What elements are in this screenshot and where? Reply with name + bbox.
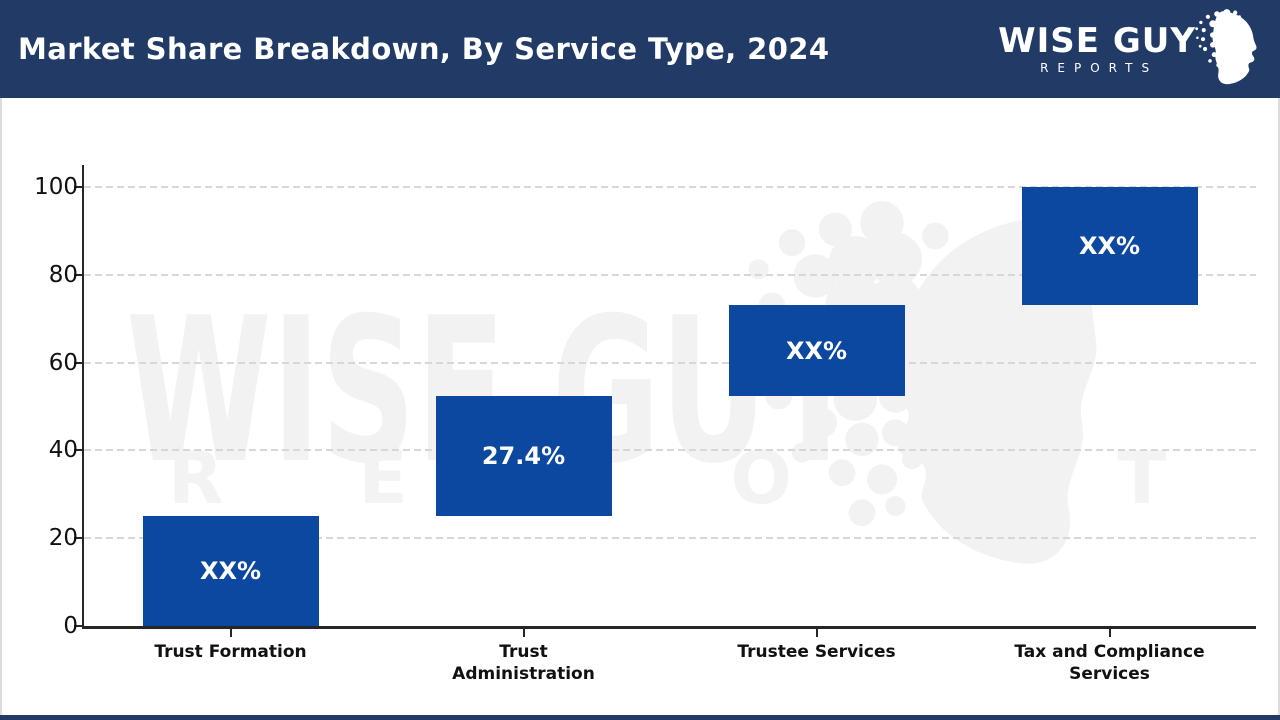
y-tick-label: 100 (34, 173, 78, 200)
y-tick-label: 20 (48, 525, 78, 552)
bar-2: 27.4% (435, 395, 612, 517)
header: Market Share Breakdown, By Service Type,… (0, 0, 1280, 98)
x-category-label: Trust Administration (452, 642, 595, 685)
x-category-label: Trustee Services (737, 642, 896, 662)
x-tick-mark (522, 628, 525, 637)
y-tick-label: 0 (63, 613, 78, 639)
y-tick-mark (74, 185, 82, 188)
y-axis-line (82, 165, 84, 628)
logo-wordmark-line2: REPORTS (1040, 60, 1159, 75)
bar-value-label: XX% (199, 557, 262, 586)
y-tick-label: 60 (48, 349, 78, 376)
bar-value-label: XX% (785, 336, 848, 365)
y-tick-mark (74, 273, 82, 276)
gridline-60 (84, 361, 1256, 364)
y-tick-mark (74, 361, 82, 364)
page-title: Market Share Breakdown, By Service Type,… (18, 32, 830, 66)
gridline-20 (84, 537, 1256, 540)
gridline-100 (84, 185, 1256, 188)
watermark-subtitle: R E P O R T S (168, 436, 1280, 520)
gridline-80 (84, 273, 1256, 276)
x-tick-mark (1108, 628, 1111, 637)
footer-bar (0, 715, 1280, 720)
x-category-label: Tax and Compliance Services (1014, 642, 1205, 685)
bar-1: XX% (142, 516, 319, 626)
y-tick-mark (74, 449, 82, 452)
x-axis-line (82, 626, 1256, 629)
bar-4: XX% (1021, 186, 1198, 306)
x-category-label: Trust Formation (154, 642, 307, 662)
logo-wordmark: WISE GUY REPORTS (998, 24, 1196, 75)
x-tick-mark (815, 628, 818, 637)
gridline-40 (84, 449, 1256, 452)
logo-face-icon (1195, 9, 1257, 85)
bar-value-label: XX% (1078, 232, 1141, 261)
logo: WISE GUY REPORTS (998, 7, 1266, 91)
logo-wordmark-line1: WISE GUY (998, 20, 1196, 61)
y-tick-label: 40 (48, 437, 78, 464)
y-tick-label: 80 (48, 261, 78, 288)
y-tick-mark (74, 537, 82, 540)
x-tick-mark (229, 628, 232, 637)
bar-value-label: 27.4% (481, 442, 566, 471)
y-tick-mark (74, 625, 82, 627)
bar-3: XX% (728, 305, 905, 396)
